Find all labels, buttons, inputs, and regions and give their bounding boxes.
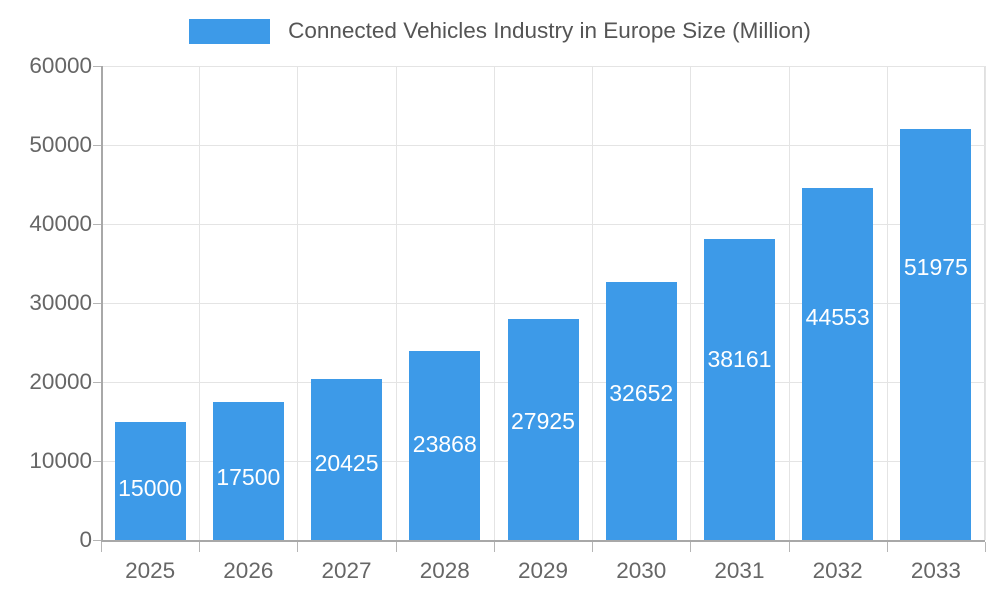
y-axis-line	[101, 66, 103, 542]
bar-value-label: 23868	[412, 431, 477, 458]
x-axis-tick-label: 2029	[517, 558, 569, 583]
bar[interactable]: 51975	[900, 129, 972, 540]
bar-value-label: 51975	[903, 254, 968, 281]
x-axis-tick-label: 2030	[616, 558, 667, 583]
y-axis-tick	[93, 66, 101, 67]
x-axis-tick	[199, 542, 200, 552]
x-axis-tick	[789, 542, 790, 552]
x-axis-tick-label: 2032	[812, 558, 863, 583]
x-axis-tick	[985, 542, 986, 552]
y-axis-tick	[93, 224, 101, 225]
x-axis-tick-label: 2028	[419, 558, 470, 583]
x-axis-tick-label: 2027	[321, 558, 372, 583]
bar-value-label: 17500	[216, 463, 281, 490]
grid-line-vertical	[985, 66, 986, 540]
grid-line-vertical	[297, 66, 298, 540]
x-axis-tick	[494, 542, 495, 552]
y-axis-tick	[93, 303, 101, 304]
bar[interactable]: 15000	[114, 421, 186, 540]
y-axis-tick-label: 20000	[29, 368, 92, 394]
x-axis-tick-label: 2033	[910, 558, 961, 583]
y-axis-tick	[93, 145, 101, 146]
bar[interactable]: 44553	[802, 188, 874, 540]
bar-value-label: 32652	[609, 380, 674, 407]
grid-line-horizontal	[101, 303, 985, 304]
x-axis-tick	[101, 542, 102, 552]
y-axis-tick	[93, 382, 101, 383]
bar[interactable]: 20425	[311, 378, 383, 540]
grid-line-vertical	[690, 66, 691, 540]
x-axis-line	[101, 540, 985, 542]
x-axis-tick	[592, 542, 593, 552]
y-axis-tick-label: 30000	[29, 289, 92, 315]
x-axis-tick-label: 2025	[125, 558, 176, 583]
y-axis-tick	[93, 540, 101, 541]
bar[interactable]: 17500	[212, 401, 284, 540]
grid-line-horizontal	[101, 224, 985, 225]
chart-legend: Connected Vehicles Industry in Europe Si…	[0, 14, 1000, 48]
y-axis-labels: 0 10000 20000 30000 40000 50000 60000	[0, 0, 92, 600]
y-axis-tick	[93, 461, 101, 462]
x-axis-tick	[297, 542, 298, 552]
bar-value-label: 15000	[118, 474, 183, 501]
bar[interactable]: 27925	[507, 319, 579, 540]
grid-line-vertical	[494, 66, 495, 540]
bar[interactable]: 23868	[409, 351, 481, 540]
plot-area: 15000 17500 20425 23868 27925 32652 38161 44553…	[101, 66, 986, 540]
y-axis-tick-label: 50000	[29, 131, 92, 157]
grid-line-vertical	[789, 66, 790, 540]
bar[interactable]: 38161	[703, 238, 775, 540]
x-axis-tick-label: 2031	[714, 558, 765, 583]
x-axis-tick	[396, 542, 397, 552]
bar[interactable]: 32652	[605, 282, 677, 540]
x-axis-tick	[887, 542, 888, 552]
x-axis-tick-label: 2026	[223, 558, 274, 583]
grid-line-vertical	[887, 66, 888, 540]
grid-line-horizontal	[101, 66, 985, 67]
y-axis-tick-label: 60000	[29, 52, 92, 78]
y-axis-tick-label: 0	[79, 526, 92, 552]
y-axis-tick-label: 40000	[29, 210, 92, 236]
legend-color-swatch	[189, 18, 271, 44]
legend-item[interactable]: Connected Vehicles Industry in Europe Si…	[189, 17, 811, 44]
bar-value-label: 38161	[707, 345, 772, 372]
legend-label: Connected Vehicles Industry in Europe Si…	[288, 17, 811, 43]
y-axis-tick-label: 10000	[29, 447, 92, 473]
x-axis-tick	[690, 542, 691, 552]
grid-line-vertical	[396, 66, 397, 540]
bar-value-label: 44553	[805, 304, 870, 331]
grid-line-vertical	[592, 66, 593, 540]
bar-value-label: 20425	[314, 449, 379, 476]
grid-line-horizontal	[101, 145, 985, 146]
bar-value-label: 27925	[511, 408, 575, 435]
grid-line-vertical	[199, 66, 200, 540]
